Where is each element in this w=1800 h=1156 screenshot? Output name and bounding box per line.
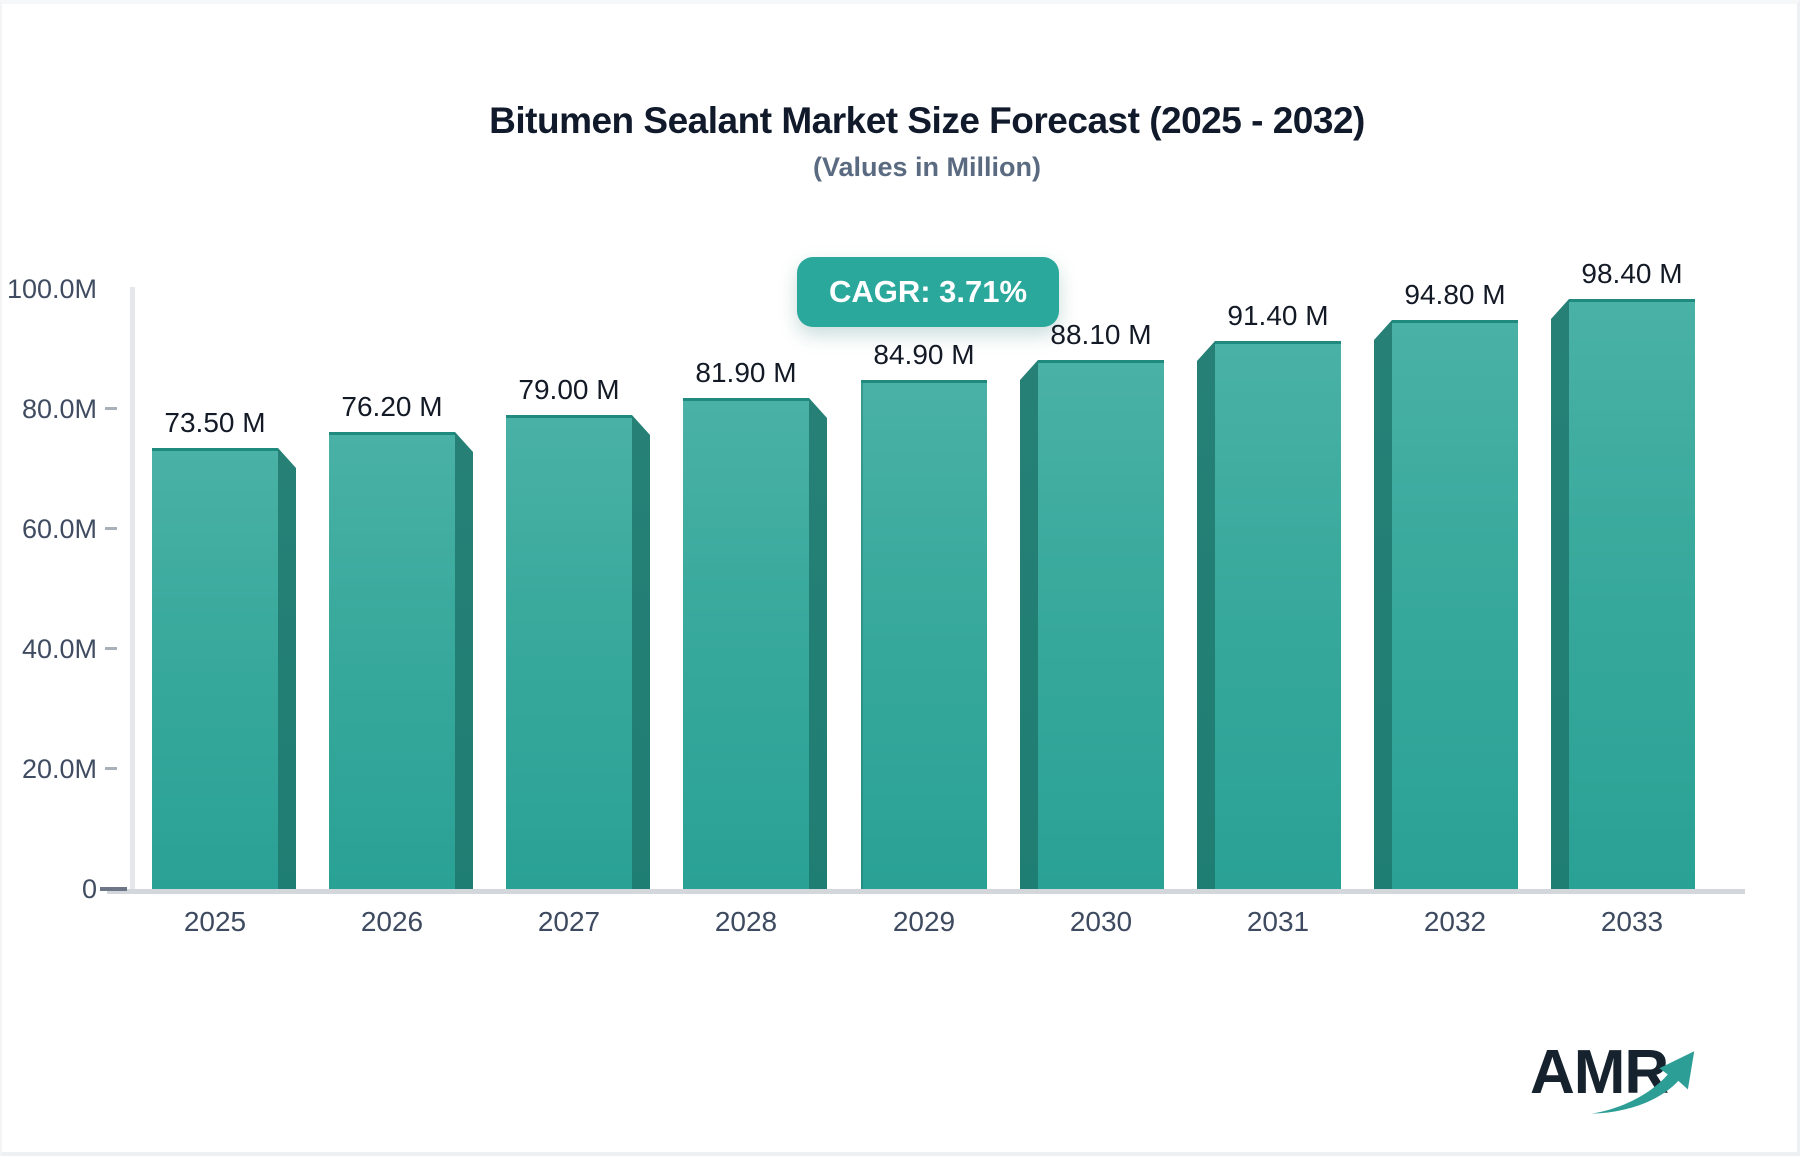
bar-value-label: 84.90 M (873, 339, 975, 370)
brand-logo: AMR (1530, 1038, 1720, 1128)
y-tick-mark (105, 647, 117, 650)
trending-arrow-icon (1591, 1051, 1695, 1114)
x-axis-label: 2030 (1069, 906, 1133, 937)
bar-value-label: 94.80 M (1404, 279, 1506, 310)
cagr-badge: CAGR: 3.71% (797, 257, 1059, 327)
chart-area: 0 20.0M 40.0M 60.0M 80.0M 100.0M 73.50 M 76.20… (2, 4, 1797, 1152)
bar-value-label: 91.40 M (1227, 300, 1329, 331)
bar[interactable] (506, 415, 632, 889)
x-axis-label: 2027 (537, 906, 601, 937)
y-tick-label: 60.0M (21, 514, 97, 544)
bar-side-panel (1551, 299, 1569, 889)
cagr-badge-label: CAGR: 3.71% (828, 274, 1028, 309)
y-tick-mark (105, 527, 117, 530)
bar[interactable] (329, 432, 455, 889)
bar[interactable] (1569, 299, 1695, 889)
page-subtitle: (Values in Million) (812, 152, 1042, 182)
bar-side-panel (632, 415, 650, 889)
bar[interactable] (861, 380, 987, 889)
bar[interactable] (152, 448, 278, 889)
bar-side-panel (809, 398, 827, 889)
bar-side-panel (1374, 320, 1392, 889)
page-title: Bitumen Sealant Market Size Forecast (20… (489, 100, 1365, 141)
y-tick-mark (105, 767, 117, 770)
y-tick-label: 20.0M (21, 754, 97, 784)
x-axis-label: 2032 (1423, 906, 1487, 937)
y-tick-mark (100, 887, 127, 891)
bar[interactable] (1215, 341, 1341, 889)
y-tick-label: 0 (81, 874, 97, 904)
y-tick-mark (105, 407, 117, 410)
x-axis-label: 2031 (1246, 906, 1310, 937)
x-axis-label: 2025 (183, 906, 247, 937)
bar-value-label: 98.40 M (1581, 258, 1683, 289)
bar-side-panel (278, 448, 296, 889)
x-axis-label: 2029 (892, 906, 956, 937)
bar[interactable] (1038, 360, 1164, 889)
bar-value-label: 88.10 M (1050, 319, 1152, 350)
bar-side-panel (455, 432, 473, 889)
y-tick-label: 80.0M (21, 394, 97, 424)
bar-value-label: 81.90 M (695, 357, 797, 388)
y-axis-line (130, 287, 135, 889)
x-axis-line (107, 889, 1745, 894)
y-tick-label: 40.0M (21, 634, 97, 664)
x-axis-label: 2028 (714, 906, 778, 937)
bar-value-label: 79.00 M (518, 374, 620, 405)
bar-value-label: 73.50 M (164, 407, 266, 438)
x-axis-label: 2026 (360, 906, 424, 937)
y-tick-label: 100.0M (6, 274, 97, 304)
bar[interactable] (1392, 320, 1518, 889)
bar-side-panel (1020, 360, 1038, 889)
bar-value-label: 76.20 M (341, 391, 443, 422)
x-axis-label: 2033 (1600, 906, 1664, 937)
bar-side-panel (1197, 341, 1215, 889)
bar[interactable] (683, 398, 809, 889)
